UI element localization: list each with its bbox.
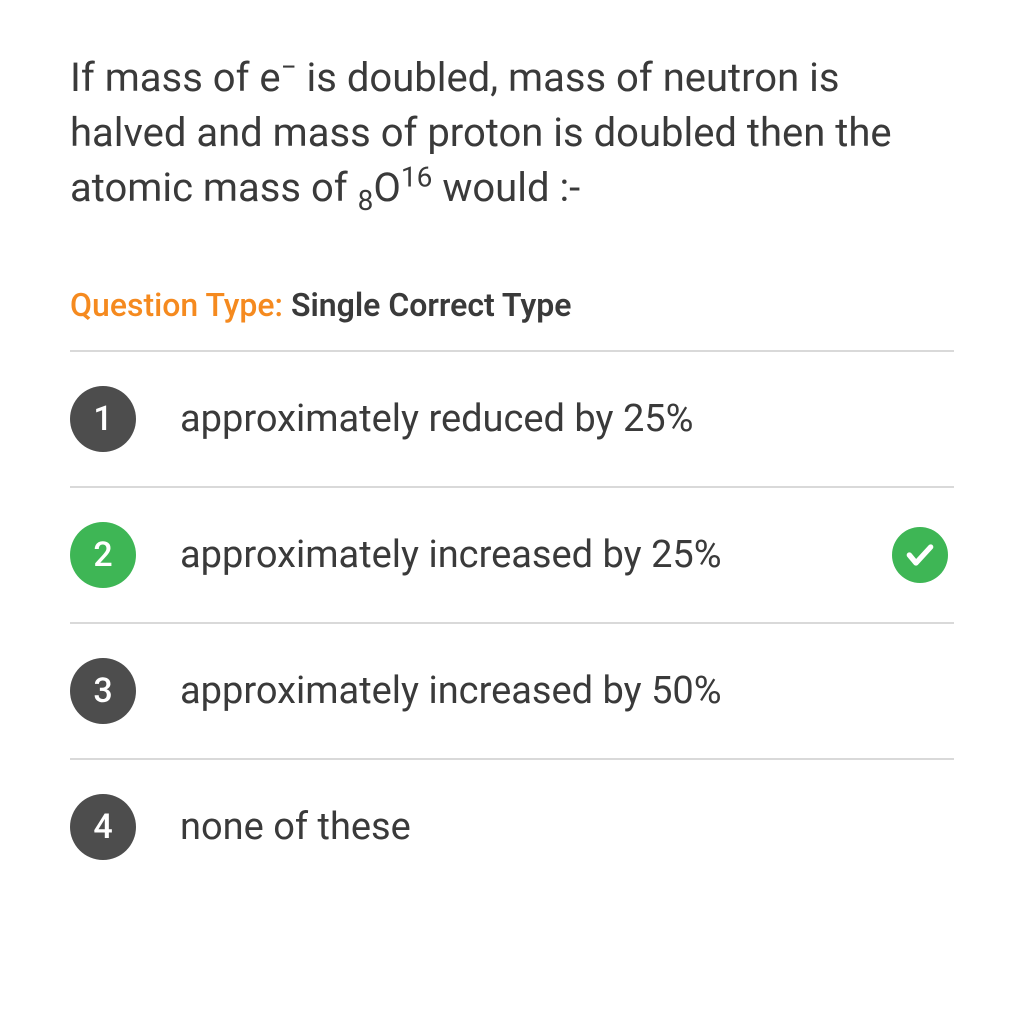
option-row[interactable]: 4 none of these [70,758,954,894]
option-text: approximately increased by 25% [180,533,848,577]
check-icon [892,527,948,583]
option-number-badge: 1 [70,386,136,452]
option-row[interactable]: 2 approximately increased by 25% [70,486,954,622]
option-text: approximately reduced by 25% [180,397,954,441]
question-card: If mass of e− is doubled, mass of neutro… [0,0,1024,1011]
option-row[interactable]: 1 approximately reduced by 25% [70,350,954,486]
question-type-value: Single Correct Type [291,286,572,324]
option-number-badge: 3 [70,658,136,724]
option-text: approximately increased by 50% [180,669,954,713]
question-type-label: Question Type: [70,286,283,324]
option-row[interactable]: 3 approximately increased by 50% [70,622,954,758]
option-number-badge: 4 [70,794,136,860]
options-list: 1 approximately reduced by 25% 2 approxi… [70,350,954,894]
question-type-row: Question Type: Single Correct Type [70,286,954,324]
option-number-badge: 2 [70,522,136,588]
question-text: If mass of e− is doubled, mass of neutro… [70,50,954,216]
option-text: none of these [180,805,954,849]
